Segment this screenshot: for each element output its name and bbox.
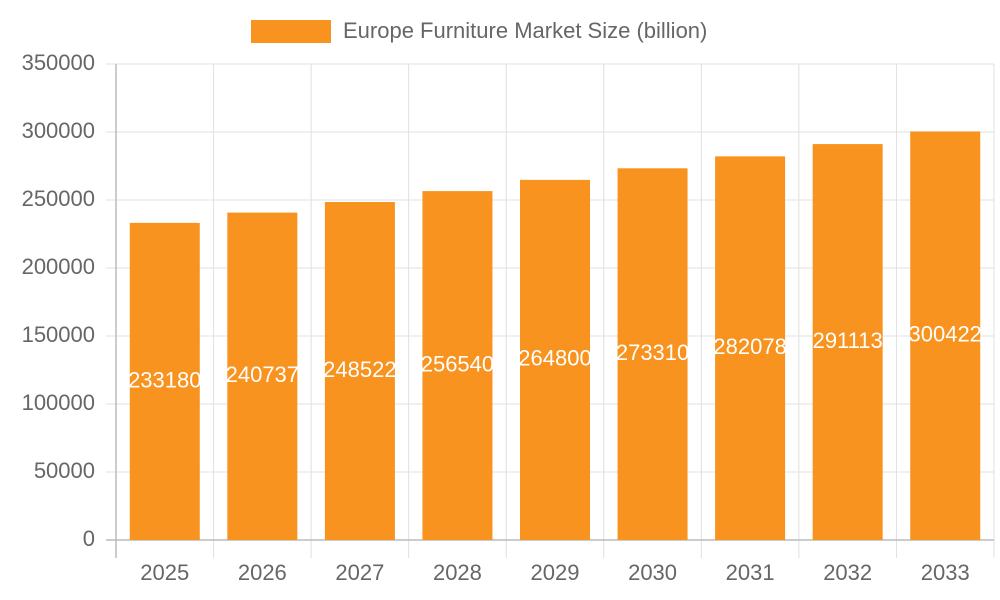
y-tick-label: 0 xyxy=(83,526,95,551)
data-label: 300422 xyxy=(909,322,982,347)
bar xyxy=(129,222,200,541)
y-tick-label: 250000 xyxy=(22,186,95,211)
x-tick-label: 2030 xyxy=(628,560,677,585)
bar xyxy=(617,168,688,540)
x-tick-label: 2029 xyxy=(531,560,580,585)
bar xyxy=(910,131,981,540)
data-label: 233180 xyxy=(128,367,201,392)
data-label: 240737 xyxy=(226,362,299,387)
y-tick-label: 350000 xyxy=(22,50,95,75)
data-label: 264800 xyxy=(518,346,591,371)
data-label: 273310 xyxy=(616,340,689,365)
x-tick-label: 2025 xyxy=(140,560,189,585)
x-tick-label: 2032 xyxy=(823,560,872,585)
x-tick-label: 2026 xyxy=(238,560,287,585)
data-label: 248522 xyxy=(323,357,396,382)
x-tick-label: 2031 xyxy=(726,560,775,585)
x-tick-label: 2028 xyxy=(433,560,482,585)
bar xyxy=(520,179,590,540)
x-tick-label: 2033 xyxy=(921,560,970,585)
legend-swatch xyxy=(251,20,331,43)
y-tick-label: 50000 xyxy=(34,458,95,483)
legend-label: Europe Furniture Market Size (billion) xyxy=(343,18,707,43)
y-tick-label: 200000 xyxy=(22,254,95,279)
data-label: 256540 xyxy=(421,351,494,376)
bar xyxy=(812,144,883,541)
y-tick-label: 100000 xyxy=(22,390,95,415)
bar xyxy=(715,156,786,541)
x-tick-label: 2027 xyxy=(335,560,384,585)
bar xyxy=(422,191,493,541)
data-label: 282078 xyxy=(713,334,786,359)
data-label: 291113 xyxy=(813,328,883,353)
y-tick-label: 150000 xyxy=(22,322,95,347)
bar xyxy=(227,212,298,540)
bar xyxy=(324,202,395,541)
y-tick-label: 300000 xyxy=(22,118,95,143)
